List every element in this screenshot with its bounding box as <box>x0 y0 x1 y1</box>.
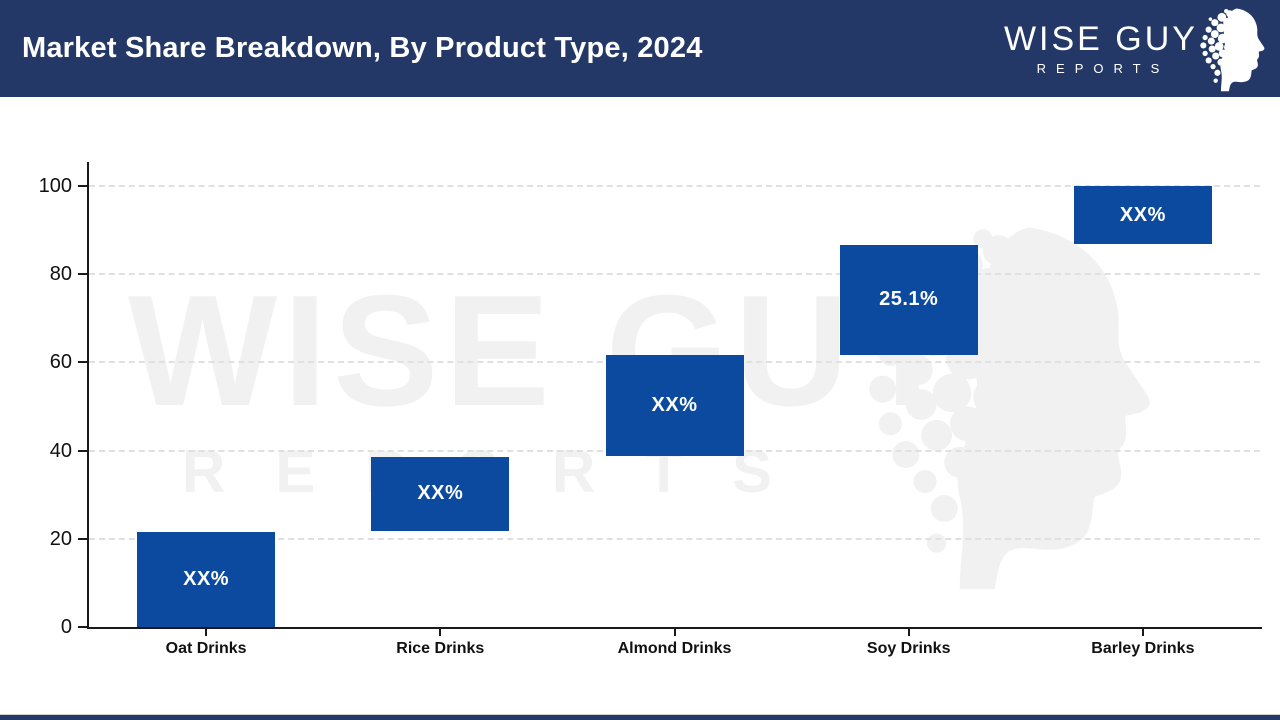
brand-logo-subtext: REPORTS <box>1036 60 1170 76</box>
page-title: Market Share Breakdown, By Product Type,… <box>22 32 703 64</box>
x-tick-mark <box>439 629 442 636</box>
brand-logo: WISE GUY REPORTS <box>1004 0 1272 97</box>
footer-divider <box>0 714 1280 715</box>
bar-value-label: XX% <box>417 482 464 505</box>
y-tick-mark <box>78 537 87 540</box>
bar-oat-drinks: XX% <box>137 532 276 627</box>
gridline-80 <box>89 273 1260 276</box>
bar-rice-drinks: XX% <box>371 456 510 532</box>
x-tick-mark <box>205 629 208 636</box>
y-tick-mark <box>78 626 87 628</box>
x-tick-mark <box>673 629 676 636</box>
gridline-100 <box>89 184 1260 187</box>
bar-value-label: 25.1% <box>879 288 939 311</box>
bar-almond-drinks: XX% <box>605 355 744 456</box>
y-tick-label: 40 <box>49 439 72 462</box>
y-tick-label: 0 <box>60 616 72 638</box>
x-category-label-oat-drinks: Oat Drinks <box>165 640 247 657</box>
y-axis-line <box>87 162 89 629</box>
y-tick-mark <box>78 273 87 276</box>
bar-value-label: XX% <box>651 394 698 417</box>
y-tick-label: 20 <box>49 527 72 550</box>
bar-value-label: XX% <box>183 568 230 591</box>
footer-bar <box>0 715 1280 720</box>
x-category-label-almond-drinks: Almond Drinks <box>617 640 732 657</box>
x-axis-line <box>87 627 1262 629</box>
y-tick-mark <box>78 449 87 452</box>
x-category-label-soy-drinks: Soy Drinks <box>866 640 951 657</box>
y-tick-mark <box>78 184 87 187</box>
y-tick-label: 80 <box>49 263 72 286</box>
gridline-20 <box>89 537 1260 540</box>
x-tick-mark <box>907 629 910 636</box>
y-tick-label: 60 <box>49 351 72 374</box>
chart-plot-area: XX% XX% XX% 25.1% XX% <box>89 162 1260 627</box>
bar-soy-drinks: 25.1% <box>839 244 978 356</box>
brand-logo-wordmark: WISE GUY <box>1003 19 1198 58</box>
brand-logo-text: WISE GUY REPORTS <box>1004 22 1198 76</box>
x-tick-mark <box>1141 629 1144 636</box>
x-category-label-barley-drinks: Barley Drinks <box>1091 640 1195 657</box>
bar-value-label: XX% <box>1119 203 1166 226</box>
y-tick-mark <box>78 361 87 364</box>
x-category-label-rice-drinks: Rice Drinks <box>396 640 485 657</box>
bar-barley-drinks: XX% <box>1073 185 1212 245</box>
y-tick-label: 100 <box>38 174 72 197</box>
header-bar: Market Share Breakdown, By Product Type,… <box>0 0 1280 97</box>
